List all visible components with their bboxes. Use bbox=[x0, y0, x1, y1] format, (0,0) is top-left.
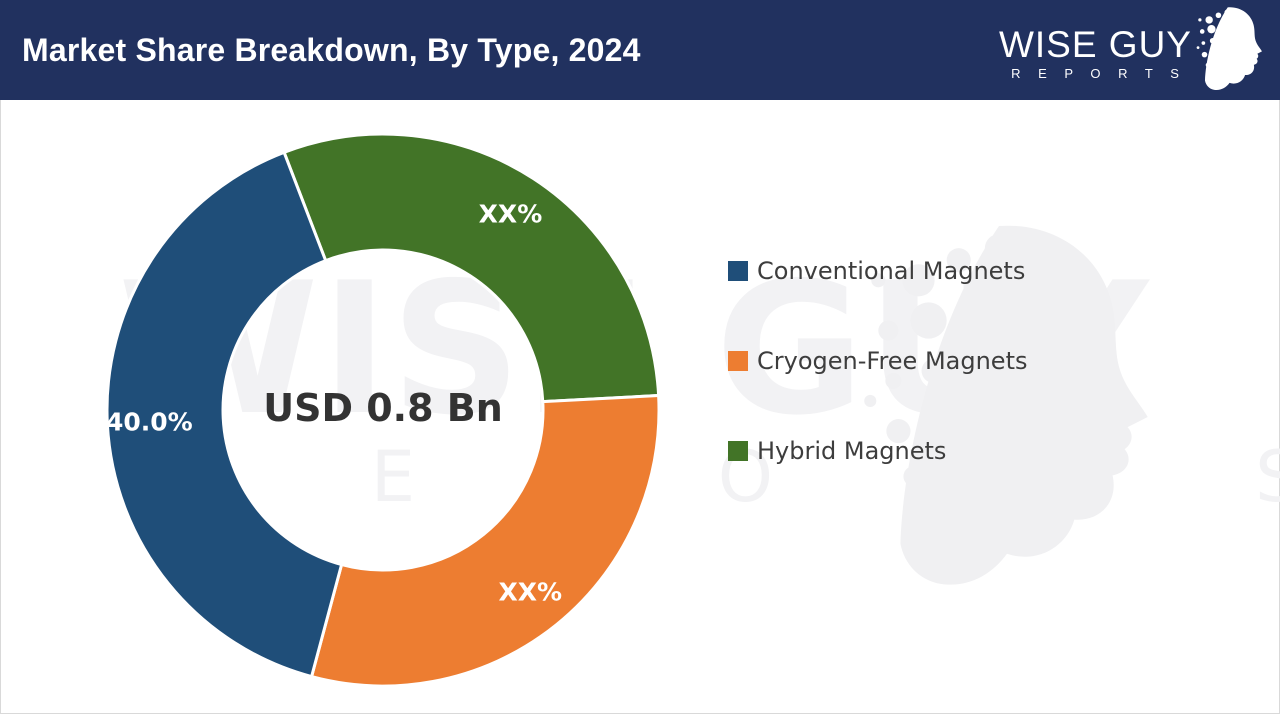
logo-subtitle: R E P O R T S bbox=[1011, 66, 1186, 81]
watermark-face-icon bbox=[864, 225, 1148, 585]
logo-text: WISE GUY R E P O R T S bbox=[999, 26, 1192, 80]
legend-label: Cryogen-Free Magnets bbox=[757, 347, 1028, 375]
logo-face-icon bbox=[1196, 7, 1262, 91]
header-bar: Market Share Breakdown, By Type, 2024 WI… bbox=[0, 0, 1280, 100]
legend-item: Hybrid Magnets bbox=[728, 436, 946, 466]
wise-guy-logo: WISE GUY R E P O R T S bbox=[999, 4, 1266, 96]
legend-swatch-icon bbox=[728, 351, 748, 371]
legend-label: Conventional Magnets bbox=[757, 257, 1026, 285]
donut-center-value: USD 0.8 Bn bbox=[263, 386, 503, 430]
logo-wordmark: WISE GUY bbox=[998, 24, 1192, 65]
legend-label: Hybrid Magnets bbox=[757, 437, 947, 465]
page-title: Market Share Breakdown, By Type, 2024 bbox=[22, 31, 641, 68]
legend-item: Conventional Magnets bbox=[728, 256, 1025, 286]
legend-item: Cryogen-Free Magnets bbox=[728, 346, 1027, 376]
legend-swatch-icon bbox=[728, 261, 748, 281]
legend-swatch-icon bbox=[728, 441, 748, 461]
